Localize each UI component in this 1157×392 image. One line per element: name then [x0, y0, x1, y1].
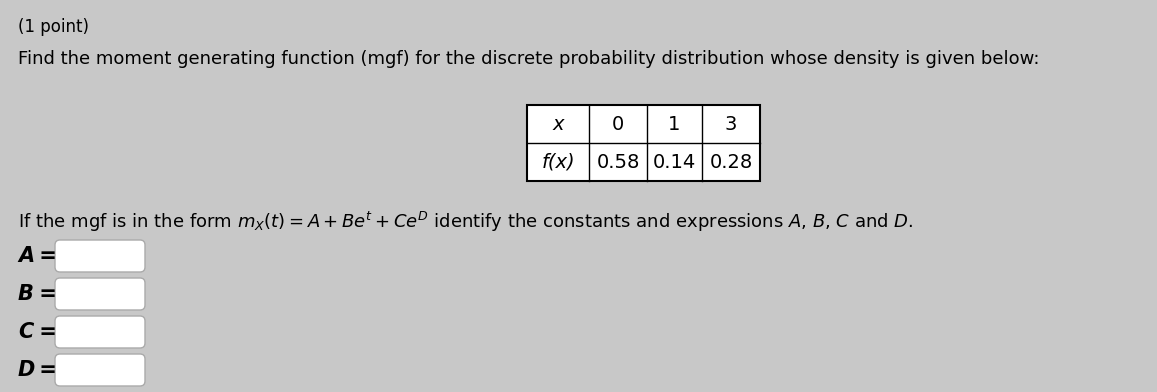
FancyBboxPatch shape	[56, 316, 145, 348]
Text: 0: 0	[612, 114, 624, 134]
Text: 0.58: 0.58	[596, 152, 640, 172]
Text: A: A	[19, 246, 34, 266]
Text: 0.14: 0.14	[653, 152, 697, 172]
FancyBboxPatch shape	[56, 278, 145, 310]
Text: =: =	[32, 284, 57, 304]
Text: (1 point): (1 point)	[19, 18, 89, 36]
Text: If the mgf is in the form $m_X(t) = A + Be^t + Ce^D$ identify the constants and : If the mgf is in the form $m_X(t) = A + …	[19, 210, 913, 234]
Text: =: =	[32, 360, 57, 380]
FancyBboxPatch shape	[56, 354, 145, 386]
Text: 3: 3	[724, 114, 737, 134]
Text: B: B	[19, 284, 34, 304]
Text: x: x	[552, 114, 563, 134]
Text: 0.28: 0.28	[709, 152, 752, 172]
Text: D: D	[19, 360, 36, 380]
Text: =: =	[32, 322, 57, 342]
FancyBboxPatch shape	[56, 240, 145, 272]
Text: =: =	[32, 246, 57, 266]
Bar	[526, 105, 760, 181]
Text: f(x): f(x)	[541, 152, 575, 172]
Text: Find the moment generating function (mgf) for the discrete probability distribut: Find the moment generating function (mgf…	[19, 50, 1039, 68]
Text: C: C	[19, 322, 34, 342]
Text: 1: 1	[669, 114, 680, 134]
